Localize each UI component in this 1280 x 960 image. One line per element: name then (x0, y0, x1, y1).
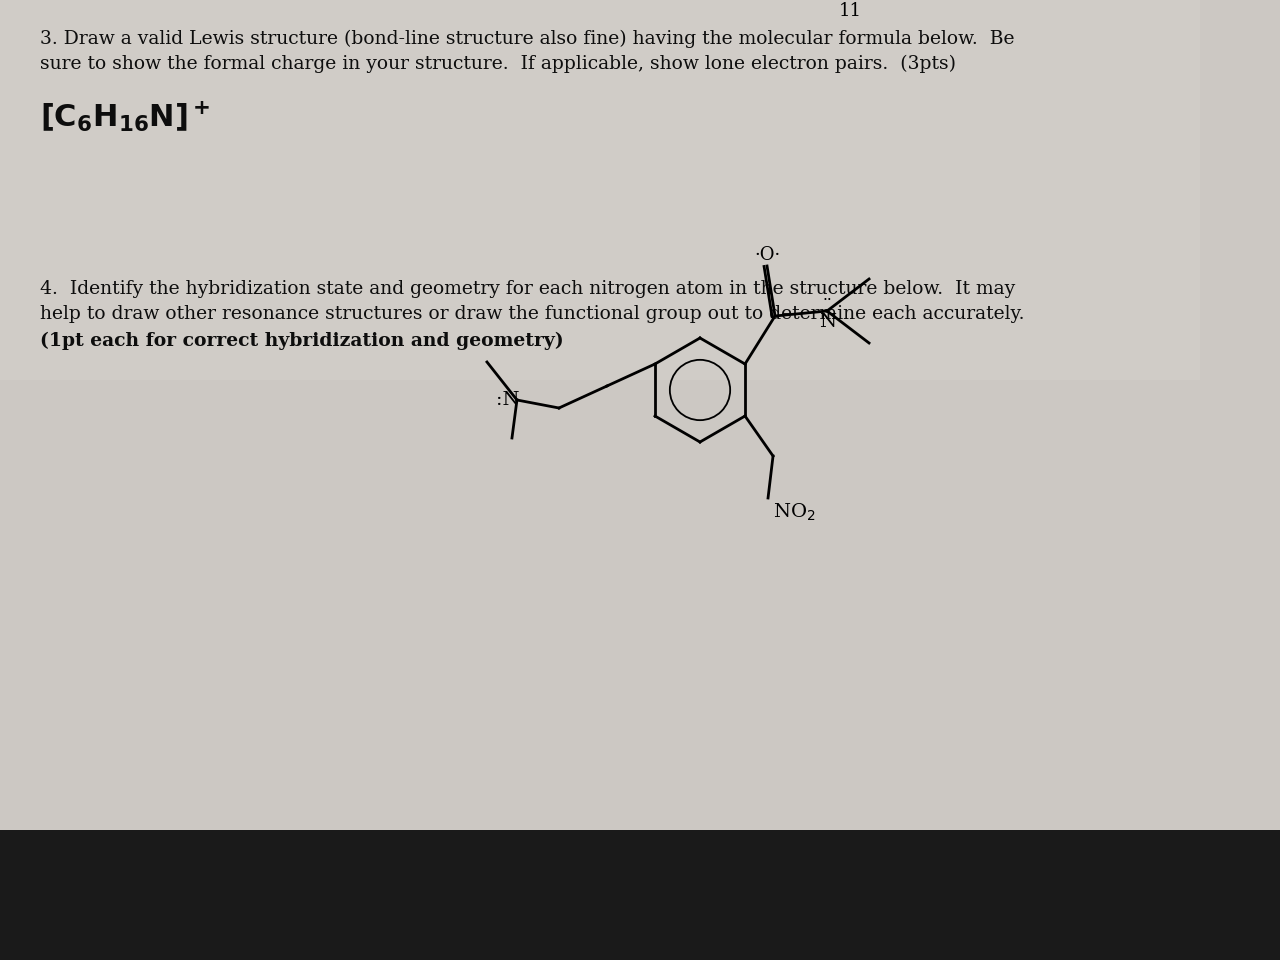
Text: ··: ·· (822, 293, 832, 308)
Bar (0, 0, 1280, 840)
Text: help to draw other resonance structures or draw the functional group out to dete: help to draw other resonance structures … (40, 305, 1024, 323)
Text: sure to show the formal charge in your structure.  If applicable, show lone elec: sure to show the formal charge in your s… (40, 55, 956, 73)
Bar (0, 0, 1201, 380)
Bar (0, 830, 1280, 960)
Text: 11: 11 (838, 2, 861, 20)
Text: (1pt each for correct hybridization and geometry): (1pt each for correct hybridization and … (40, 332, 563, 350)
Text: $\mathbf{[C_6H_{16}N]^+}$: $\mathbf{[C_6H_{16}N]^+}$ (40, 100, 210, 134)
Text: ·O·: ·O· (754, 246, 780, 264)
Text: :N: :N (497, 391, 520, 409)
Text: 3. Draw a valid Lewis structure (bond-line structure also fine) having the molec: 3. Draw a valid Lewis structure (bond-li… (40, 30, 1015, 48)
Text: N: N (818, 313, 836, 331)
Text: NO$_2$: NO$_2$ (773, 502, 815, 523)
Text: 4.  Identify the hybridization state and geometry for each nitrogen atom in the : 4. Identify the hybridization state and … (40, 280, 1015, 298)
